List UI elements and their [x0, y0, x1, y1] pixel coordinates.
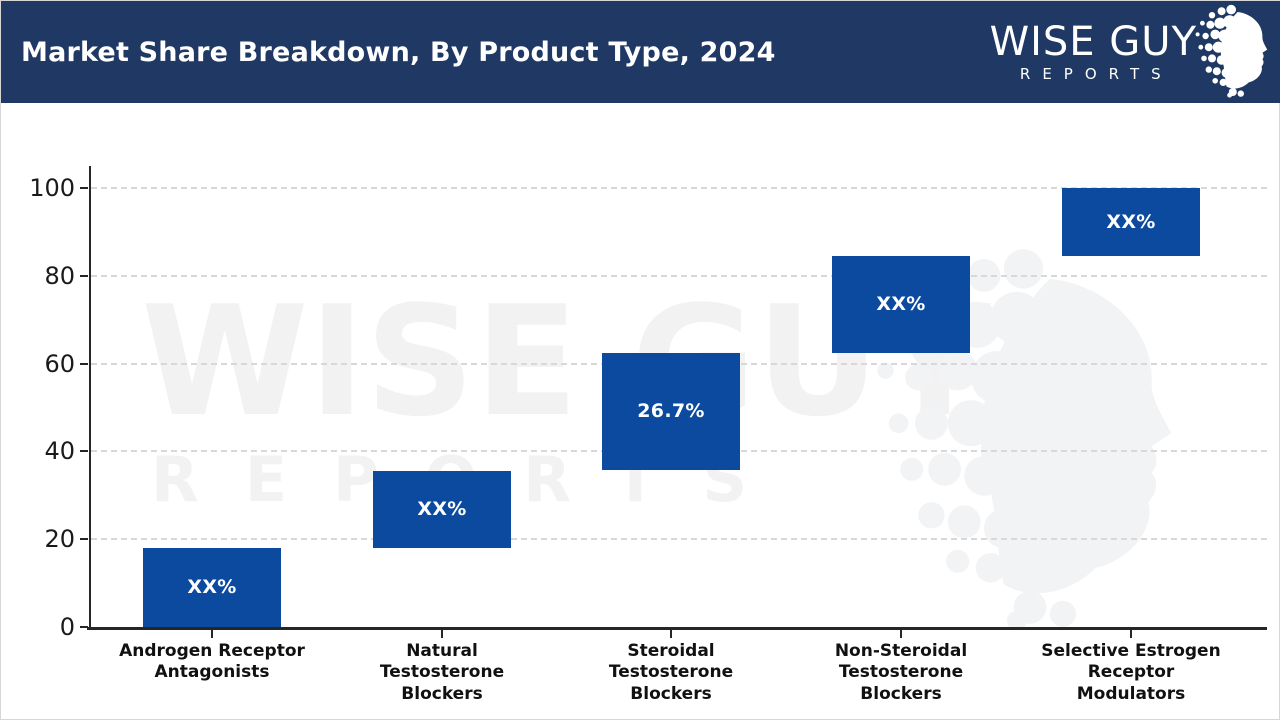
chart-title: Market Share Breakdown, By Product Type,… [21, 36, 776, 68]
logo-head-icon [1195, 4, 1268, 98]
x-tick [900, 630, 902, 638]
plot-area: 0 20 40 60 80 100 XX% Androgen Receptor Antagon… [1, 103, 1280, 720]
logo-wordmark: WISE GUY REPORTS [990, 21, 1197, 83]
bar-segment: XX% [143, 547, 281, 627]
y-tick-label: 20 [44, 525, 75, 554]
x-tick [1130, 630, 1132, 638]
x-tick [441, 630, 443, 638]
bar-value-label: XX% [876, 293, 926, 316]
bar-value-label: 26.7% [637, 400, 705, 423]
bar-segment: XX% [832, 256, 970, 353]
category-label: Non-Steroidal Testosterone Blockers [834, 641, 968, 704]
logo-sub-text: REPORTS [1019, 65, 1173, 83]
x-axis-line [87, 627, 1267, 630]
y-tick-label: 100 [29, 174, 75, 202]
category-label: Natural Testosterone Blockers [379, 641, 505, 704]
y-tick-label: 0 [59, 613, 75, 641]
gridline [91, 274, 1267, 277]
y-tick-label: 40 [44, 437, 75, 466]
y-tick-label: 80 [44, 261, 75, 290]
header-bar: Market Share Breakdown, By Product Type,… [1, 1, 1280, 103]
logo-name-text: WISE GUY [989, 19, 1197, 65]
y-tick [80, 450, 88, 453]
y-tick-label: 60 [44, 349, 75, 378]
bar-value-label: XX% [1106, 211, 1156, 234]
bar-segment: XX% [373, 470, 511, 548]
y-axis-line [89, 166, 91, 629]
waterfall-chart: WISE GUY REPORTS 020406080100XX%Androgen… [1, 103, 1280, 720]
gridline [91, 187, 1267, 189]
gridline [91, 538, 1267, 541]
bar-value-label: XX% [187, 576, 237, 599]
y-tick [80, 274, 88, 277]
y-tick [80, 362, 88, 365]
x-tick [211, 630, 213, 638]
bar-segment: XX% [1062, 188, 1200, 257]
bar-segment: 26.7% [602, 352, 740, 470]
y-tick [80, 187, 88, 189]
bar-value-label: XX% [417, 498, 467, 521]
wiseguy-logo: WISE GUY REPORTS [990, 1, 1280, 103]
y-tick [80, 538, 88, 541]
x-tick [670, 630, 672, 638]
y-tick [80, 626, 88, 628]
category-label: Selective Estrogen Receptor Modulators [1041, 641, 1221, 704]
category-label: Androgen Receptor Antagonists [119, 641, 305, 683]
category-label: Steroidal Testosterone Blockers [608, 641, 734, 704]
